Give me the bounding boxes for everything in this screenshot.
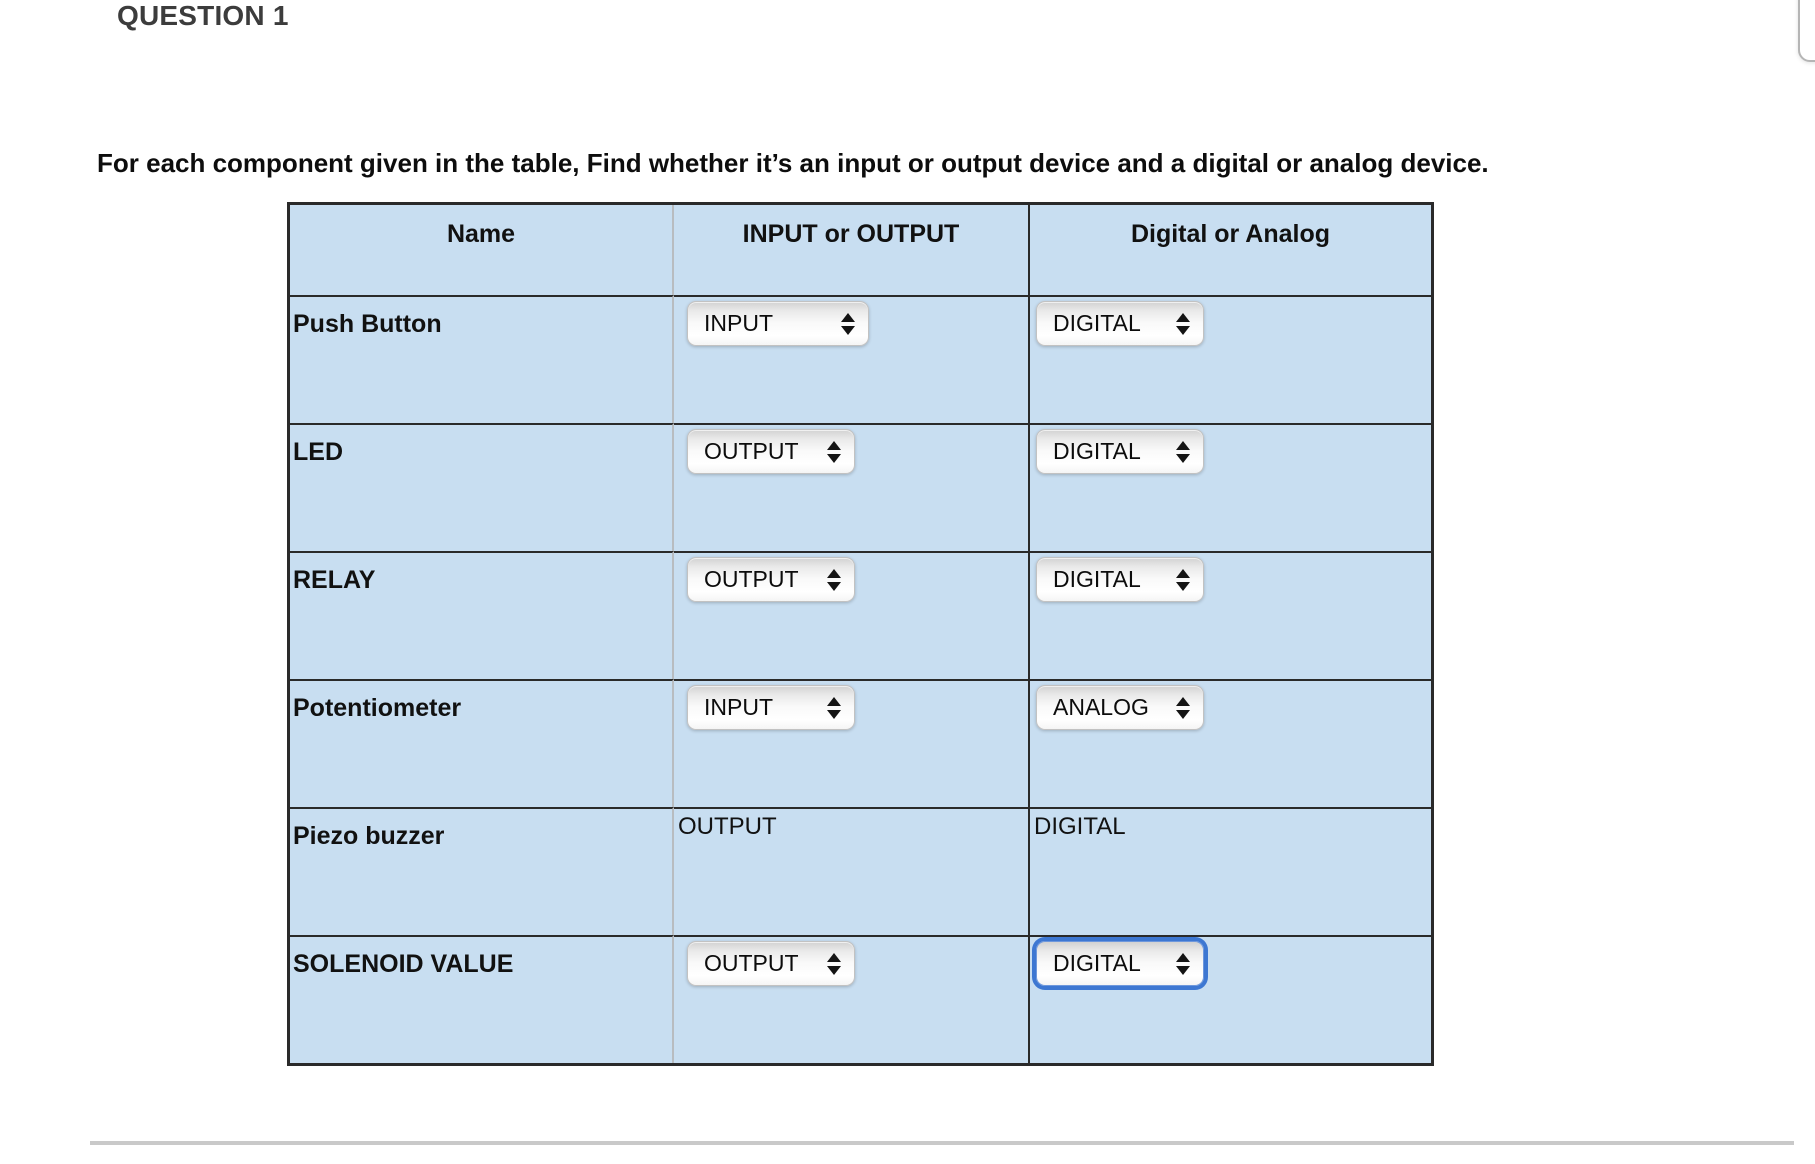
select-stepper-arrows-icon <box>827 696 841 719</box>
question-instruction: For each component given in the table, F… <box>97 148 1489 178</box>
io-text-answer: OUTPUT <box>674 807 1030 935</box>
select-stepper-arrows-icon <box>827 568 841 591</box>
da-select[interactable]: ANALOG <box>1036 685 1204 730</box>
select-stepper-arrows-icon <box>1176 696 1190 719</box>
da-select-value: DIGITAL <box>1053 950 1141 976</box>
da-cell: DIGITAL <box>1030 551 1431 679</box>
component-name: Piezo buzzer <box>290 807 674 935</box>
da-select-value: ANALOG <box>1053 694 1149 720</box>
io-select-value: INPUT <box>704 694 773 720</box>
io-cell: OUTPUT <box>674 551 1030 679</box>
da-select[interactable]: DIGITAL <box>1036 429 1204 474</box>
select-stepper-arrows-icon <box>1176 952 1190 975</box>
io-select-value: OUTPUT <box>704 438 799 464</box>
io-select[interactable]: OUTPUT <box>687 557 855 602</box>
io-select-value: INPUT <box>704 310 773 336</box>
select-stepper-arrows-icon <box>1176 312 1190 335</box>
da-cell: ANALOG <box>1030 679 1431 807</box>
select-stepper-arrows-icon <box>1176 568 1190 591</box>
da-cell: DIGITAL <box>1030 935 1431 1063</box>
question-heading: QUESTION 1 <box>117 0 289 31</box>
da-select-value: DIGITAL <box>1053 310 1141 336</box>
component-name: Push Button <box>290 295 674 423</box>
io-select-value: OUTPUT <box>704 950 799 976</box>
io-select[interactable]: INPUT <box>687 685 855 730</box>
da-select[interactable]: DIGITAL <box>1036 301 1204 346</box>
component-name: RELAY <box>290 551 674 679</box>
io-cell: INPUT <box>674 679 1030 807</box>
select-stepper-arrows-icon <box>827 952 841 975</box>
component-name: Potentiometer <box>290 679 674 807</box>
header-digital-or-analog: Digital or Analog <box>1030 205 1431 295</box>
io-select-value: OUTPUT <box>704 566 799 592</box>
select-stepper-arrows-icon <box>841 312 855 335</box>
da-select-value: DIGITAL <box>1053 566 1141 592</box>
da-select[interactable]: DIGITAL <box>1036 557 1204 602</box>
io-cell: INPUT <box>674 295 1030 423</box>
floating-panel-corner <box>1798 0 1815 62</box>
io-cell: OUTPUT <box>674 935 1030 1063</box>
da-select-focused[interactable]: DIGITAL <box>1036 941 1204 986</box>
select-stepper-arrows-icon <box>1176 440 1190 463</box>
da-cell: DIGITAL <box>1030 295 1431 423</box>
select-stepper-arrows-icon <box>827 440 841 463</box>
header-name: Name <box>290 205 674 295</box>
component-name: SOLENOID VALUE <box>290 935 674 1063</box>
io-cell: OUTPUT <box>674 423 1030 551</box>
component-name: LED <box>290 423 674 551</box>
io-select[interactable]: INPUT <box>687 301 869 346</box>
io-select[interactable]: OUTPUT <box>687 429 855 474</box>
page-bottom-divider <box>90 1141 1794 1145</box>
da-text-answer: DIGITAL <box>1030 807 1431 935</box>
da-select-value: DIGITAL <box>1053 438 1141 464</box>
io-select[interactable]: OUTPUT <box>687 941 855 986</box>
components-table: Name INPUT or OUTPUT Digital or Analog P… <box>287 202 1434 1066</box>
da-cell: DIGITAL <box>1030 423 1431 551</box>
header-input-or-output: INPUT or OUTPUT <box>674 205 1030 295</box>
